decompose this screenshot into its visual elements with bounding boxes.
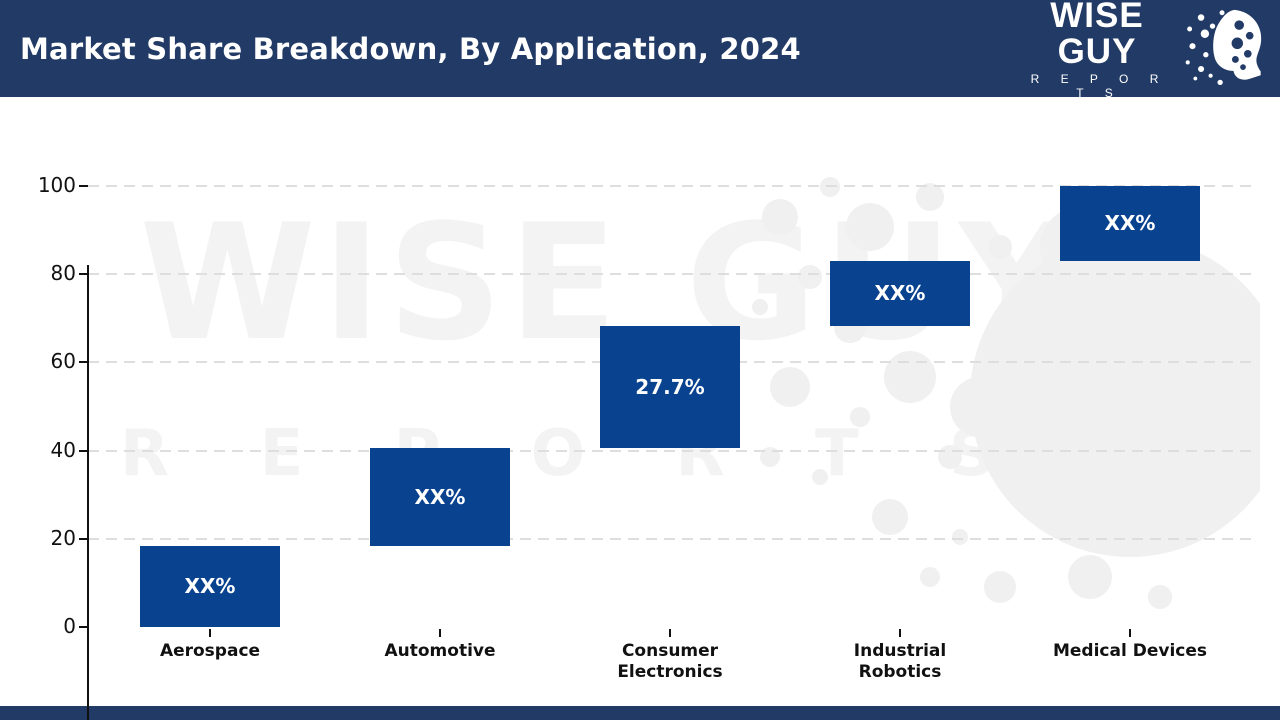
y-axis-line [87, 265, 89, 720]
category-line: Industrial [853, 641, 947, 661]
category-line: Robotics [858, 662, 942, 682]
bar-medical-devices: XX% [1060, 186, 1200, 261]
logo-wordmark: WISE GUY R E P O R T S [1016, 0, 1178, 100]
x-category-label-automotive: Automotive [330, 641, 550, 662]
chart-title: Market Share Breakdown, By Application, … [20, 31, 801, 66]
y-tickmark-0 [79, 626, 88, 628]
gridline-40 [88, 449, 1258, 452]
y-tick-label-100: 100 [37, 173, 76, 197]
bar-label-automotive: XX% [414, 484, 466, 509]
y-tickmark-60 [79, 361, 88, 364]
header-bar: Market Share Breakdown, By Application, … [0, 0, 1280, 100]
y-tick-label-0: 0 [63, 614, 76, 638]
wiseguy-logo: WISE GUY R E P O R T S [1016, 0, 1266, 100]
category-line: Automotive [384, 641, 496, 661]
gridline-80 [88, 273, 1258, 276]
bar-label-consumer-electronics: 27.7% [635, 374, 705, 399]
y-tick-label-80: 80 [50, 261, 76, 286]
bar-automotive: XX% [370, 447, 510, 546]
category-line: Aerospace [159, 641, 261, 661]
gridline-100 [88, 185, 1258, 187]
y-tickmark-80 [79, 273, 88, 276]
bar-label-industrial-robotics: XX% [874, 281, 926, 306]
bar-industrial-robotics: XX% [830, 260, 970, 326]
bar-label-medical-devices: XX% [1104, 211, 1156, 236]
logo-face-icon [1185, 9, 1262, 86]
logo-subtitle-text: R E P O R T S [1030, 72, 1168, 100]
x-tickmark-industrial-robotics [899, 629, 901, 637]
bar-aerospace: XX% [140, 545, 280, 627]
y-tick-label-60: 60 [50, 349, 76, 374]
chart-canvas: WISE GUY R E P O R T S 0 20 40 60 8 [0, 97, 1280, 720]
x-tickmark-aerospace [209, 629, 211, 637]
x-category-label-consumer-electronics: Consumer Electronics [560, 641, 780, 683]
category-line: Consumer [621, 641, 719, 661]
bar-label-aerospace: XX% [184, 574, 236, 599]
footer-bar [0, 706, 1280, 720]
y-tick-label-20: 20 [50, 525, 76, 550]
y-tickmark-100 [79, 185, 88, 187]
bar-consumer-electronics: 27.7% [600, 325, 740, 448]
y-tickmark-40 [79, 449, 88, 452]
x-category-label-industrial-robotics: Industrial Robotics [790, 641, 1010, 683]
x-category-label-medical-devices: Medical Devices [1020, 641, 1240, 662]
x-tickmark-automotive [439, 629, 441, 637]
gridline-20 [88, 537, 1258, 540]
y-tick-label-40: 40 [50, 437, 76, 462]
logo-name-text: WISE GUY [1050, 0, 1144, 71]
x-category-label-aerospace: Aerospace [100, 641, 320, 662]
category-line: Electronics [617, 662, 723, 682]
y-tickmark-20 [79, 537, 88, 540]
x-tickmark-medical-devices [1129, 629, 1131, 637]
category-line: Medical Devices [1052, 641, 1207, 661]
x-tickmark-consumer-electronics [669, 629, 671, 637]
